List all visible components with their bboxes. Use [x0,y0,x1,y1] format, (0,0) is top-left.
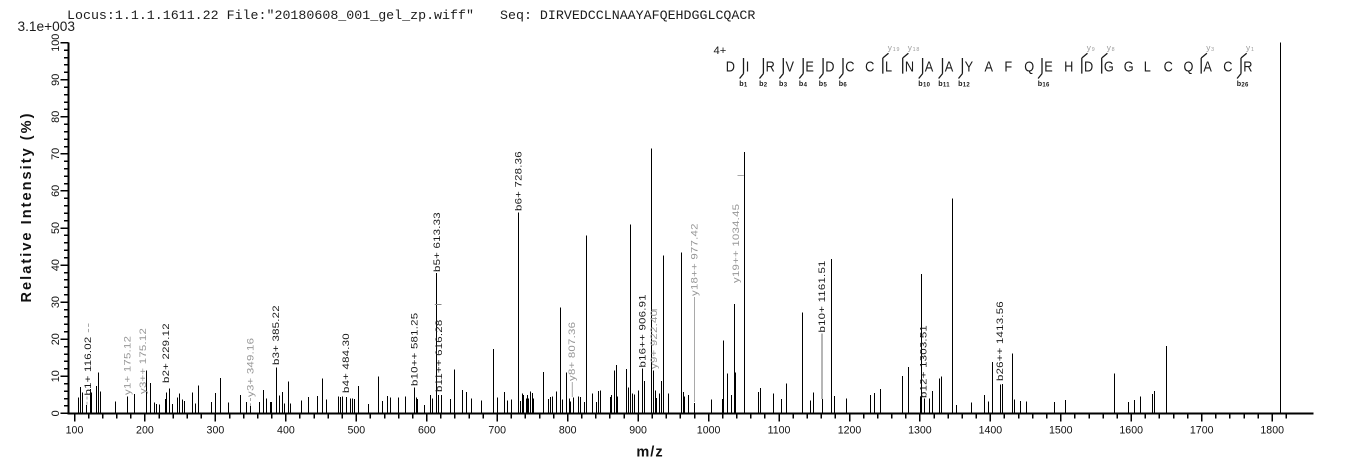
svg-text:Locus:1.1.1.1611.22 File:"2018: Locus:1.1.1.1611.22 File:"20180608_001_g… [67,8,474,23]
svg-text:70: 70 [50,148,62,160]
svg-text:I: I [746,59,750,75]
svg-text:b12: b12 [958,79,970,88]
svg-text:1200: 1200 [838,424,862,436]
svg-text:b3+ 385.22: b3+ 385.22 [272,305,282,365]
svg-text:R: R [766,59,775,75]
svg-text:G: G [1124,59,1134,75]
svg-text:1600: 1600 [1119,424,1143,436]
svg-text:b26: b26 [1237,79,1249,88]
svg-text:50: 50 [50,222,62,234]
svg-text:C: C [845,59,854,75]
svg-text:100: 100 [66,424,84,436]
svg-text:R: R [1243,59,1252,75]
svg-text:L: L [885,59,892,75]
svg-text:b10++ 581.25: b10++ 581.25 [410,313,420,386]
svg-text:300: 300 [207,424,225,436]
svg-text:E: E [1044,59,1053,75]
svg-text:D: D [1084,59,1093,75]
svg-text:500: 500 [347,424,365,436]
svg-text:30: 30 [50,296,62,308]
svg-text:800: 800 [559,424,577,436]
svg-text:1300: 1300 [908,424,932,436]
svg-text:L: L [1144,59,1151,75]
svg-text:1700: 1700 [1190,424,1214,436]
svg-text:y19++ 1034.45: y19++ 1034.45 [732,204,742,283]
svg-text:60: 60 [50,185,62,197]
svg-text:D: D [825,59,834,75]
svg-text:y1: y1 [1246,43,1255,53]
svg-text:40: 40 [50,259,62,271]
svg-text:900: 900 [629,424,647,436]
svg-text:b6: b6 [839,79,848,88]
svg-text:C: C [865,59,874,75]
svg-text:b10: b10 [918,79,930,88]
svg-text:y9: y9 [1087,43,1096,53]
svg-text:3.1e+003: 3.1e+003 [18,19,76,34]
svg-text:1800: 1800 [1260,424,1284,436]
svg-text:700: 700 [488,424,506,436]
svg-text:y8+ 807.36: y8+ 807.36 [568,322,578,381]
svg-text:E: E [805,59,814,75]
svg-text:A: A [925,59,934,75]
svg-text:b4+ 484.30: b4+ 484.30 [342,333,352,393]
svg-text:H: H [1064,59,1073,75]
svg-text:1100: 1100 [768,424,791,436]
svg-text:b10+ 1161.51: b10+ 1161.51 [818,260,828,332]
svg-text:y9+ 922.40: y9+ 922.40 [650,310,660,369]
svg-text:4+: 4+ [714,45,727,57]
svg-text:10: 10 [50,370,62,382]
svg-text:1000: 1000 [697,424,721,436]
svg-text:Relative Intensity (%): Relative Intensity (%) [19,112,35,303]
svg-text:b1+ 116.02: b1+ 116.02 [84,336,94,395]
svg-text:b4: b4 [799,79,808,88]
svg-text:b1: b1 [739,79,748,88]
svg-text:Seq: DIRVEDCCLNAAYAFQEHDGGLCQA: Seq: DIRVEDCCLNAAYAFQEHDGGLCQACR [500,8,755,23]
svg-text:y19: y19 [888,43,900,53]
svg-text:1400: 1400 [979,424,1003,436]
svg-text:0: 0 [50,410,62,416]
svg-text:V: V [786,59,795,75]
svg-text:Q: Q [1184,59,1194,75]
svg-text:b5: b5 [819,79,828,88]
svg-text:F: F [1004,59,1012,75]
svg-text:y3: y3 [1206,43,1215,53]
svg-text:b2+ 229.12: b2+ 229.12 [162,323,172,383]
svg-text:G: G [1104,59,1114,75]
svg-text:b16: b16 [1038,79,1050,88]
svg-text:400: 400 [277,424,295,436]
svg-text:y3++ 175.12: y3++ 175.12 [139,328,149,394]
svg-text:b16++ 906.91: b16++ 906.91 [639,294,649,367]
svg-text:m/z: m/z [636,445,663,461]
svg-text:D: D [726,59,735,75]
svg-text:b3: b3 [779,79,788,88]
svg-text:C: C [1164,59,1173,75]
svg-text:A: A [945,59,954,75]
svg-text:b12+ 1303.51: b12+ 1303.51 [920,325,930,398]
svg-text:b26++ 1413.56: b26++ 1413.56 [996,301,1006,381]
svg-text:b6+ 728.36: b6+ 728.36 [514,151,524,211]
svg-text:200: 200 [136,424,154,436]
svg-text:Y: Y [965,59,974,75]
svg-text:y1+ 175.12: y1+ 175.12 [124,336,134,395]
svg-text:A: A [1203,59,1212,75]
svg-text:1500: 1500 [1049,424,1073,436]
svg-text:600: 600 [418,424,436,436]
svg-text:N: N [905,59,914,75]
svg-text:A: A [985,59,994,75]
svg-text:y18: y18 [908,43,920,53]
svg-text:C: C [1223,59,1232,75]
svg-text:90: 90 [50,74,62,86]
svg-text:y18++ 977.42: y18++ 977.42 [691,223,701,296]
svg-text:Q: Q [1024,59,1034,75]
svg-text:100: 100 [50,34,62,52]
svg-text:y8: y8 [1107,43,1116,53]
svg-text:80: 80 [50,111,62,123]
svg-text:b11: b11 [938,79,950,88]
svg-text:20: 20 [50,333,62,345]
svg-text:b2: b2 [759,79,768,88]
svg-text:y3+ 349.16: y3+ 349.16 [247,338,257,397]
svg-text:b5+ 613.33: b5+ 613.33 [433,212,443,272]
svg-text:b11++ 616.28: b11++ 616.28 [435,320,445,392]
